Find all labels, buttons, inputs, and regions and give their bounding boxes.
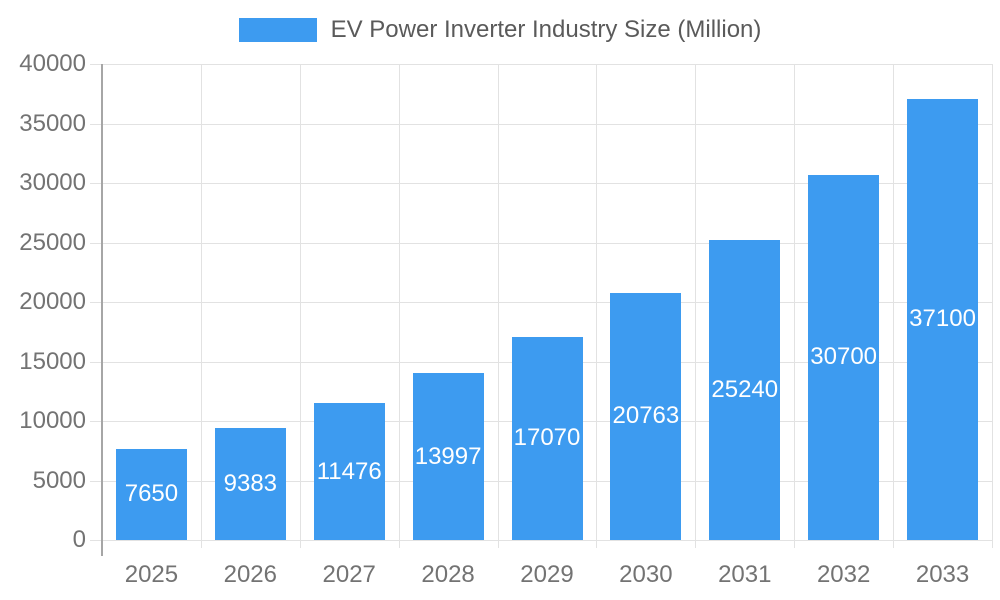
y-axis-tick xyxy=(90,540,102,541)
gridline-vertical xyxy=(695,64,697,548)
x-tick-label: 2028 xyxy=(421,561,475,588)
x-tick-label: 2027 xyxy=(322,561,376,588)
y-axis-tick xyxy=(90,421,102,422)
x-tick-label: 2030 xyxy=(619,561,673,588)
y-tick-label: 15000 xyxy=(19,347,86,375)
y-axis-tick xyxy=(90,480,102,482)
bar-value-label: 17070 xyxy=(513,424,581,452)
y-axis-line xyxy=(101,64,103,556)
gridline-vertical xyxy=(794,64,796,548)
legend-swatch xyxy=(238,18,317,42)
y-tick-label: 5000 xyxy=(32,466,86,494)
x-tick-label: 2032 xyxy=(816,561,871,588)
y-axis-tick xyxy=(90,302,102,303)
y-axis-tick xyxy=(90,242,102,244)
bar xyxy=(115,448,187,540)
legend: EV Power Inverter Industry Size (Million… xyxy=(0,16,1000,44)
bar xyxy=(610,292,682,540)
x-tick-label: 2025 xyxy=(124,561,179,588)
gridline-horizontal xyxy=(102,540,992,541)
bar-value-label: 13997 xyxy=(414,442,482,470)
bar-value-label: 7650 xyxy=(124,480,179,508)
gridline-horizontal xyxy=(102,123,992,125)
bar-value-label: 11476 xyxy=(316,457,382,485)
gridline-vertical xyxy=(398,64,400,548)
x-tick-label: 2026 xyxy=(223,561,277,588)
gridline-vertical xyxy=(200,64,202,548)
bar xyxy=(313,403,385,540)
y-axis-tick xyxy=(90,64,102,65)
y-tick-label: 25000 xyxy=(19,228,86,256)
x-tick-label: 2033 xyxy=(915,561,970,588)
gridline-horizontal xyxy=(102,302,992,303)
y-axis-tick xyxy=(90,361,102,363)
gridline-vertical xyxy=(299,64,301,548)
bar-value-label: 9383 xyxy=(223,470,278,498)
bar xyxy=(412,373,484,540)
bar-value-label: 25240 xyxy=(711,375,779,403)
gridline-vertical xyxy=(497,64,499,548)
x-tick-label: 2031 xyxy=(718,561,772,588)
bar xyxy=(709,239,781,540)
y-tick-label: 30000 xyxy=(19,169,86,196)
bar xyxy=(511,336,583,540)
gridline-horizontal xyxy=(102,183,992,184)
y-axis-tick xyxy=(90,183,102,184)
bar-value-label: 20763 xyxy=(612,402,680,430)
legend-label: EV Power Inverter Industry Size (Million… xyxy=(330,16,762,43)
y-tick-label: 10000 xyxy=(19,407,86,434)
gridline-vertical xyxy=(992,64,993,548)
bar-value-label: 30700 xyxy=(810,343,878,371)
y-tick-label: 20000 xyxy=(19,288,86,315)
y-tick-label: 0 xyxy=(72,526,86,553)
bar xyxy=(214,428,286,540)
y-tick-label: 35000 xyxy=(19,109,86,137)
y-tick-label: 40000 xyxy=(19,50,86,77)
bar-value-label: 37100 xyxy=(909,305,976,333)
y-axis-tick xyxy=(90,123,102,125)
gridline-horizontal xyxy=(102,64,992,65)
gridline-horizontal xyxy=(102,242,992,244)
x-tick-label: 2029 xyxy=(520,561,574,588)
bar xyxy=(808,174,880,540)
gridline-vertical xyxy=(596,64,598,548)
gridline-vertical xyxy=(893,64,895,548)
bar xyxy=(907,98,979,540)
